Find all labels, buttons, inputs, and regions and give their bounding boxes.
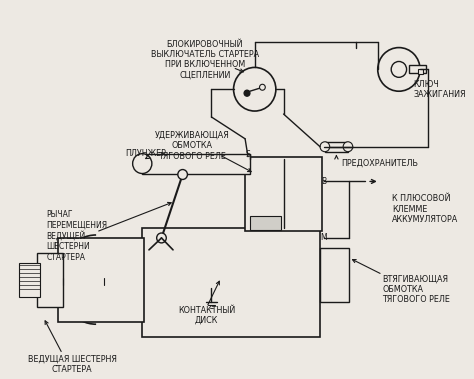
Bar [320,248,349,302]
Circle shape [234,67,276,111]
Text: ВЕДУЩАЯ ШЕСТЕРНЯ
СТАРТЕРА: ВЕДУЩАЯ ШЕСТЕРНЯ СТАРТЕРА [27,355,117,374]
Circle shape [133,153,152,174]
Bar [325,142,348,152]
Text: К ПЛЮСОВОЙ
КЛЕММЕ
АККУМУЛЯТОРА: К ПЛЮСОВОЙ КЛЕММЕ АККУМУЛЯТОРА [392,194,458,224]
Circle shape [178,169,187,180]
Bar [250,216,281,230]
Text: ВТЯГИВАЮЩАЯ
ОБМОТКА
ТЯГОВОГО РЕЛЕ: ВТЯГИВАЮЩАЯ ОБМОТКА ТЯГОВОГО РЕЛЕ [383,275,450,304]
Bar [142,228,320,337]
Circle shape [157,233,166,243]
Bar [142,153,250,174]
Circle shape [320,142,330,152]
Circle shape [260,84,265,90]
Text: КЛЮЧ
ЗАЖИГАНИЯ: КЛЮЧ ЗАЖИГАНИЯ [413,80,466,99]
Bar [418,69,423,74]
Text: M: M [320,233,327,243]
Text: КОНТАКТНЫЙ
ДИСК: КОНТАКТНЫЙ ДИСК [178,305,235,325]
Circle shape [378,48,420,91]
Text: РЫЧАГ
ПЕРЕМЕЩЕНИЯ
ВЕДУЩЕЙ
ШЕСТЕРНИ
СТАРТЕРА: РЫЧАГ ПЕРЕМЕЩЕНИЯ ВЕДУЩЕЙ ШЕСТЕРНИ СТАРТ… [46,210,107,262]
Circle shape [391,61,407,77]
Bar [245,157,322,231]
Text: B: B [321,177,327,186]
Text: БЛОКИРОВОЧНЫЙ
ВЫКЛЮЧАТЕЛЬ СТАРТЕРА
ПРИ ВКЛЮЧЕННОМ
СЦЕПЛЕНИИ: БЛОКИРОВОЧНЫЙ ВЫКЛЮЧАТЕЛЬ СТАРТЕРА ПРИ В… [151,40,259,80]
Text: УДЕРЖИВАЮЩАЯ
ОБМОТКА
ТЯГОВОГО РЕЛЕ: УДЕРЖИВАЮЩАЯ ОБМОТКА ТЯГОВОГО РЕЛЕ [155,131,229,161]
Bar [58,238,144,322]
Bar [409,66,426,74]
Text: S: S [246,150,250,159]
Circle shape [244,90,250,96]
Text: ПРЕДОХРАНИТЕЛЬ: ПРЕДОХРАНИТЕЛЬ [341,159,418,168]
Circle shape [343,142,353,152]
Bar [19,263,40,298]
Bar [36,253,64,307]
Text: ПЛУНЖЕР: ПЛУНЖЕР [125,149,166,158]
